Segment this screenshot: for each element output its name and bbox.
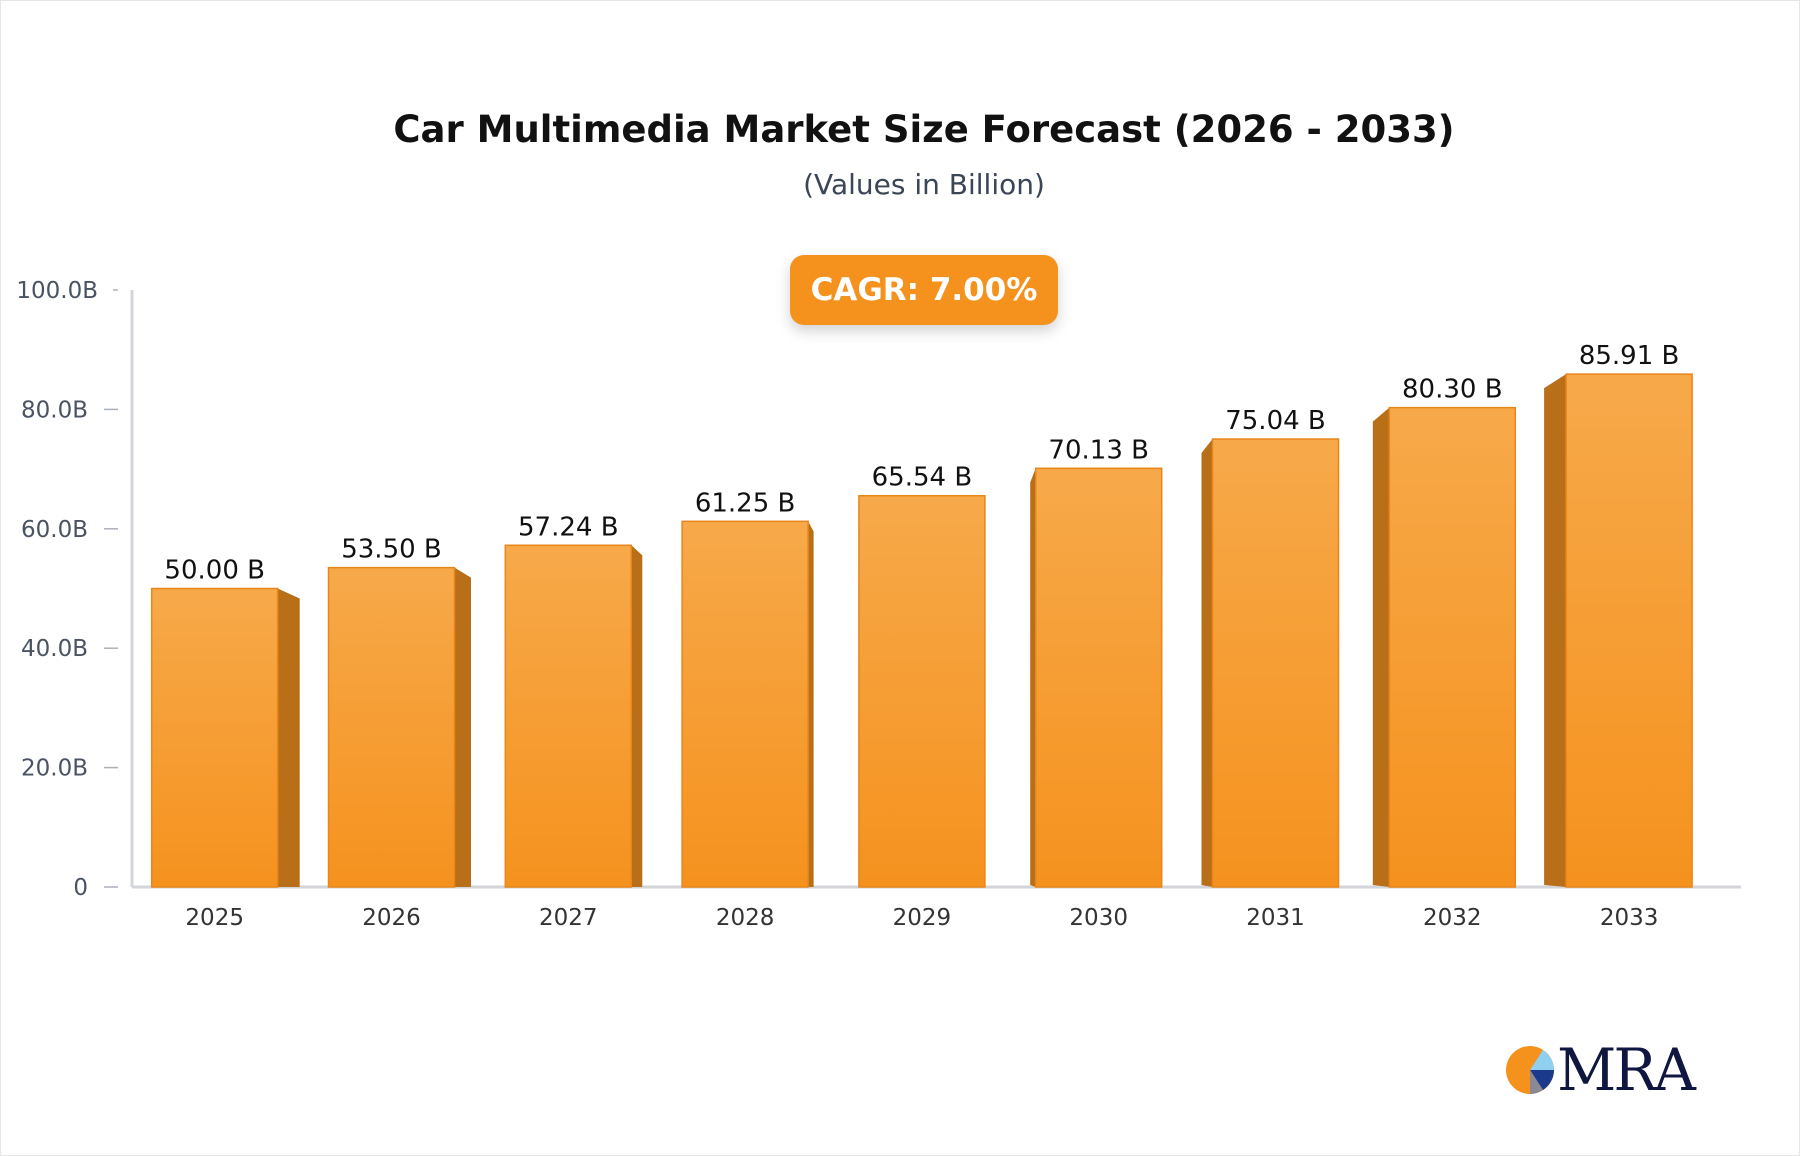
bar-side	[631, 545, 643, 887]
bar-side	[1372, 407, 1390, 887]
bar-value-label: 70.13 B	[1048, 435, 1149, 465]
y-tick-label: 80.0B	[21, 397, 88, 423]
bar-value-label: 53.50 B	[341, 535, 442, 565]
y-tick-label: 40.0B	[21, 636, 88, 662]
bar	[1034, 467, 1163, 888]
x-tick-label: 2031	[1246, 905, 1305, 931]
bar-value-label: 57.24 B	[518, 512, 619, 542]
bar	[1565, 373, 1693, 888]
bar-value-label: 75.04 B	[1225, 406, 1326, 436]
bar-side	[1030, 468, 1036, 887]
mra-logo: MRA	[1505, 1036, 1696, 1110]
bar	[327, 566, 456, 888]
chart-subtitle: (Values in Billion)	[803, 168, 1045, 201]
bar-value-label: 80.30 B	[1402, 375, 1503, 405]
x-tick-label: 2032	[1423, 905, 1482, 931]
bar	[681, 520, 809, 888]
y-tick-label: 100.0B	[16, 278, 98, 304]
logo-text: MRA	[1557, 1036, 1696, 1104]
x-tick-label: 2025	[185, 905, 244, 931]
bar-value-label: 50.00 B	[164, 556, 265, 586]
bar-value-label: 85.91 B	[1579, 341, 1680, 371]
y-tick-label: 0	[73, 875, 88, 901]
x-tick-label: 2026	[362, 905, 421, 931]
bar-side	[808, 521, 814, 887]
cagr-badge: CAGR: 7.00%	[790, 255, 1058, 325]
x-tick-label: 2027	[539, 905, 598, 931]
bar	[1388, 406, 1517, 888]
bar	[1211, 438, 1340, 888]
chart-title: Car Multimedia Market Size Forecast (202…	[393, 108, 1455, 151]
logo-pie-icon	[1506, 1046, 1554, 1094]
bar	[150, 587, 279, 888]
x-tick-label: 2030	[1069, 905, 1128, 931]
bar-side	[1544, 374, 1567, 887]
bar-side	[454, 567, 471, 887]
bar-side	[277, 588, 300, 887]
y-tick-label: 20.0B	[21, 756, 88, 782]
y-tick-label: 60.0B	[21, 517, 88, 543]
bar-value-label: 65.54 B	[872, 463, 973, 493]
bar-side	[1201, 439, 1213, 887]
bar	[858, 494, 986, 888]
x-tick-label: 2029	[893, 905, 952, 931]
x-tick-label: 2033	[1600, 905, 1659, 931]
x-tick-label: 2028	[716, 905, 775, 931]
bar	[504, 544, 633, 888]
bar-value-label: 61.25 B	[695, 488, 796, 518]
